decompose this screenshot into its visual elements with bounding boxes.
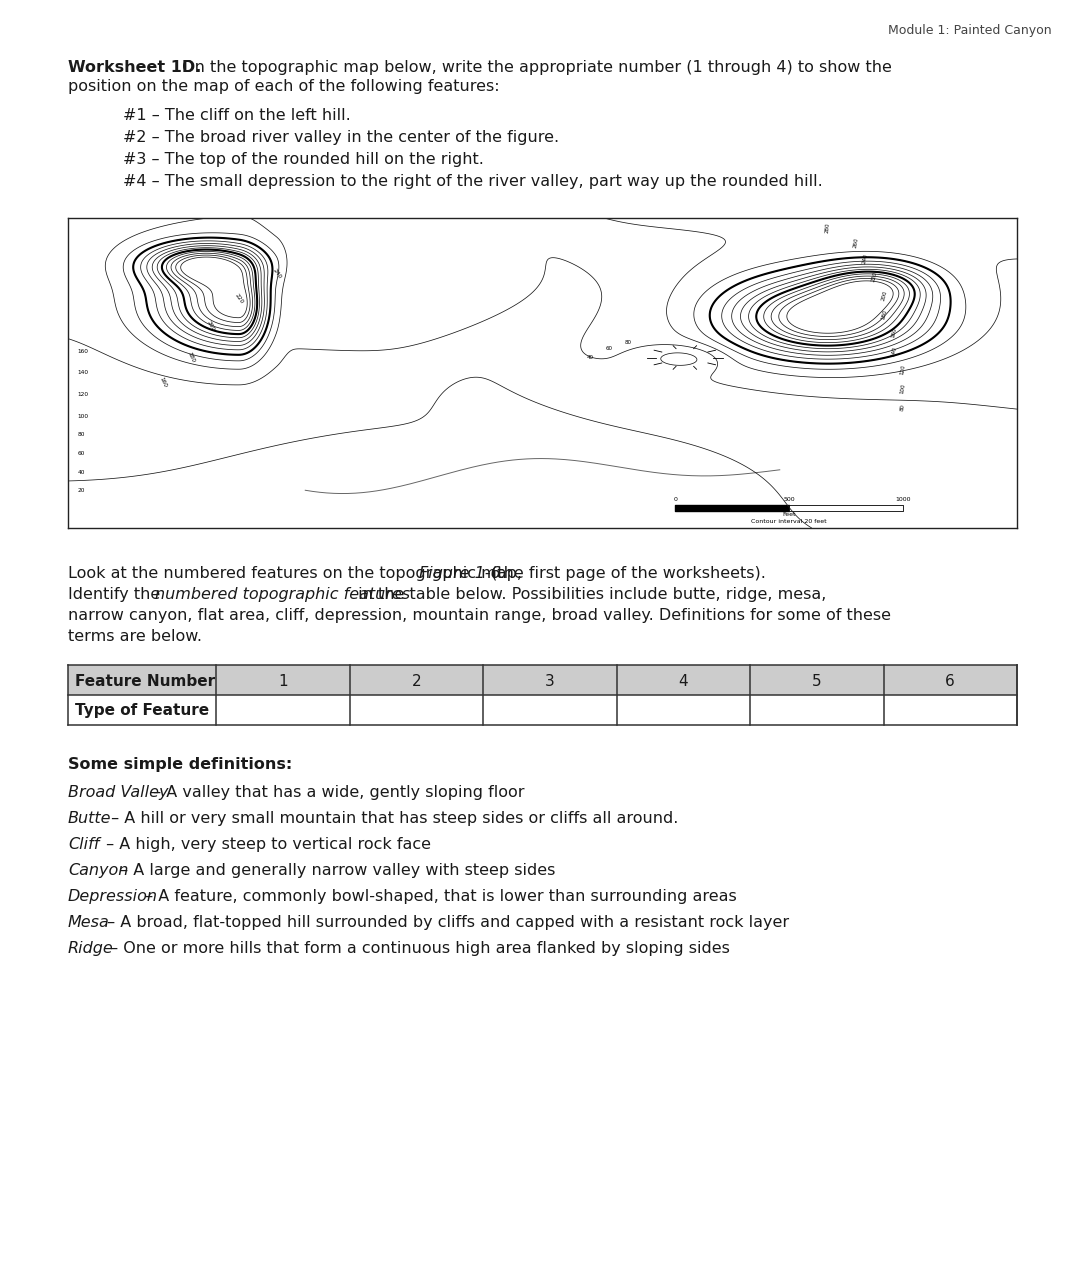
Text: 140: 140 [890, 346, 897, 357]
Text: 200: 200 [205, 320, 215, 333]
Text: 160: 160 [158, 376, 167, 388]
Text: – One or more hills that form a continuous high area flanked by sloping sides: – One or more hills that form a continuo… [105, 941, 730, 956]
Text: (the first page of the worksheets).: (the first page of the worksheets). [486, 566, 766, 581]
Text: 20: 20 [77, 488, 85, 493]
Text: Feature Number: Feature Number [75, 673, 215, 689]
Text: 120: 120 [77, 392, 89, 397]
Text: Identify the: Identify the [68, 588, 165, 602]
Text: in the table below. Possibilities include butte, ridge, mesa,: in the table below. Possibilities includ… [353, 588, 827, 602]
Text: 100: 100 [899, 383, 906, 394]
Text: #3 – The top of the rounded hill on the right.: #3 – The top of the rounded hill on the … [123, 152, 484, 166]
Text: 220: 220 [871, 271, 879, 283]
Text: #4 – The small depression to the right of the river valley, part way up the roun: #4 – The small depression to the right o… [123, 174, 822, 189]
Text: – A valley that has a wide, gently sloping floor: – A valley that has a wide, gently slopi… [148, 785, 524, 800]
Text: 1000: 1000 [895, 497, 911, 502]
Text: 500: 500 [783, 497, 795, 502]
Text: Ridge: Ridge [68, 941, 114, 956]
Text: Type of Feature: Type of Feature [75, 704, 209, 718]
Text: Contour interval 20 feet: Contour interval 20 feet [752, 518, 827, 524]
Text: narrow canyon, flat area, cliff, depression, mountain range, broad valley. Defin: narrow canyon, flat area, cliff, depress… [68, 608, 891, 623]
Text: 6: 6 [945, 673, 955, 689]
Text: 0: 0 [674, 497, 677, 502]
Text: 160: 160 [890, 328, 897, 338]
Text: Cliff: Cliff [68, 837, 100, 852]
Text: 240: 240 [271, 268, 282, 280]
Text: Broad Valley: Broad Valley [68, 785, 168, 800]
Text: 60: 60 [605, 346, 612, 351]
Text: – A feature, commonly bowl-shaped, that is lower than surrounding areas: – A feature, commonly bowl-shaped, that … [140, 890, 737, 904]
Text: 3: 3 [545, 673, 554, 689]
Text: 200: 200 [880, 289, 888, 301]
Text: Worksheet 1D.: Worksheet 1D. [68, 60, 202, 76]
Text: 160: 160 [77, 348, 89, 353]
Text: 180: 180 [880, 308, 888, 320]
Text: 4: 4 [678, 673, 688, 689]
Text: Depression: Depression [68, 890, 158, 904]
Text: 60: 60 [77, 451, 85, 456]
Text: 80: 80 [624, 339, 631, 344]
Text: 100: 100 [77, 413, 89, 419]
Text: Some simple definitions:: Some simple definitions: [68, 756, 292, 772]
Text: 1: 1 [278, 673, 288, 689]
Text: 220: 220 [233, 293, 244, 305]
Text: Feet: Feet [782, 512, 796, 517]
Text: #2 – The broad river valley in the center of the figure.: #2 – The broad river valley in the cente… [123, 131, 559, 145]
Text: 40: 40 [77, 470, 85, 475]
Text: 2: 2 [411, 673, 421, 689]
Text: On the topographic map below, write the appropriate number (1 through 4) to show: On the topographic map below, write the … [177, 60, 892, 76]
Text: – A hill or very small mountain that has steep sides or cliffs all around.: – A hill or very small mountain that has… [106, 812, 678, 826]
Text: terms are below.: terms are below. [68, 628, 202, 644]
Text: #1 – The cliff on the left hill.: #1 – The cliff on the left hill. [123, 108, 350, 123]
Text: Figure 1-6: Figure 1-6 [419, 566, 500, 581]
Text: Canyon: Canyon [68, 863, 128, 878]
Text: 80: 80 [901, 403, 906, 411]
Text: – A high, very steep to vertical rock face: – A high, very steep to vertical rock fa… [101, 837, 431, 852]
Text: Look at the numbered features on the topographic map,: Look at the numbered features on the top… [68, 566, 527, 581]
Bar [68, 666, 1017, 695]
Text: – A large and generally narrow valley with steep sides: – A large and generally narrow valley wi… [115, 863, 556, 878]
Text: numbered topographic features: numbered topographic features [155, 588, 410, 602]
Text: Mesa: Mesa [68, 915, 110, 931]
Text: 80: 80 [77, 433, 85, 438]
Text: 140: 140 [77, 370, 89, 375]
Text: Butte: Butte [68, 812, 112, 826]
Text: 240: 240 [861, 252, 869, 264]
Text: 120: 120 [899, 365, 906, 375]
Text: Module 1: Painted Canyon: Module 1: Painted Canyon [889, 24, 1052, 37]
Text: – A broad, flat-topped hill surrounded by cliffs and capped with a resistant roc: – A broad, flat-topped hill surrounded b… [102, 915, 789, 931]
Text: 40: 40 [587, 355, 593, 360]
Text: 260: 260 [853, 237, 859, 248]
Text: 180: 180 [187, 352, 196, 364]
Text: position on the map of each of the following features:: position on the map of each of the follo… [68, 79, 499, 93]
Text: 5: 5 [812, 673, 821, 689]
Text: 280: 280 [825, 221, 830, 233]
